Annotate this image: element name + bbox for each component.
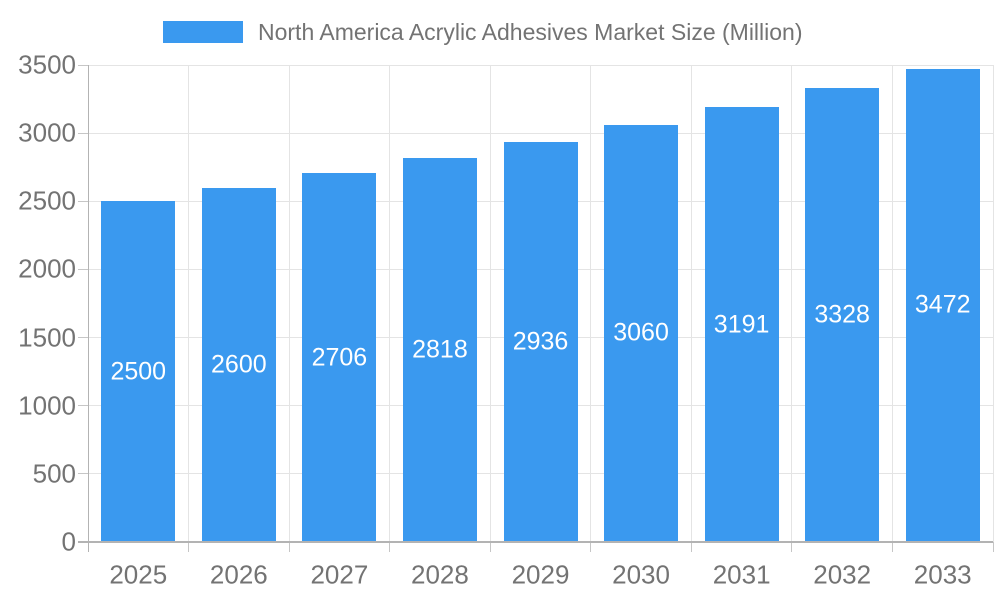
y-axis-line [88,65,89,552]
h-gridline [88,132,993,134]
y-axis-tick [78,200,88,202]
v-gridline [791,65,793,542]
v-gridline [188,65,190,542]
y-axis-tick-label: 500 [32,458,76,489]
x-axis-tick [188,542,190,552]
x-axis-tick-label: 2027 [310,559,369,590]
x-axis-tick [891,542,893,552]
v-gridline [992,65,994,542]
x-axis-line [78,541,993,543]
v-gridline [891,65,893,542]
y-axis-tick [78,405,88,407]
x-axis-tick [389,542,391,552]
x-axis-tick [489,542,491,552]
bar[interactable] [402,157,477,542]
x-axis-tick [992,542,994,552]
bar-value-label: 2600 [211,350,267,379]
y-axis-tick [78,473,88,475]
y-axis-tick-label: 3000 [18,117,76,148]
y-axis-tick [78,132,88,134]
x-axis-tick-label: 2028 [411,559,469,590]
bar-value-label: 3191 [713,310,770,339]
y-axis-tick [78,64,88,66]
legend[interactable]: North America Acrylic Adhesives Market S… [163,18,803,45]
x-axis-tick [288,542,290,552]
bar-value-label: 2706 [311,343,368,372]
bar-value-label: 3060 [613,318,669,347]
y-axis-tick-label: 3500 [18,49,76,80]
v-gridline [590,65,592,542]
v-gridline [690,65,692,542]
v-gridline [288,65,290,542]
x-axis-tick-label: 2033 [913,559,972,590]
bar[interactable] [201,187,276,542]
x-axis-tick-label: 2026 [209,559,268,590]
x-axis-tick [690,542,692,552]
y-axis-tick-label: 0 [61,526,76,557]
y-axis-tick-label: 2500 [18,185,76,216]
y-axis-tick [78,268,88,270]
h-gridline [88,64,993,66]
bar[interactable] [805,88,880,542]
y-axis-tick-label: 1500 [18,322,76,353]
bar[interactable] [302,173,377,542]
bar-value-label: 2500 [110,357,167,386]
bar[interactable] [503,141,578,542]
x-axis-tick-label: 2032 [813,559,872,590]
x-axis-tick-label: 2029 [511,559,570,590]
x-axis-tick-label: 2025 [109,559,168,590]
bar-value-label: 2936 [512,327,569,356]
bar-value-label: 3472 [914,290,971,319]
bar-value-label: 2818 [412,335,468,364]
bar-value-label: 3328 [814,300,870,329]
bar[interactable] [704,107,779,542]
bar[interactable] [101,201,176,542]
y-axis-tick [78,337,88,339]
y-axis-tick-label: 2000 [18,253,76,284]
v-gridline [389,65,391,542]
legend-swatch-icon [163,21,243,43]
legend-label: North America Acrylic Adhesives Market S… [258,18,803,45]
x-axis-tick [791,542,793,552]
bar[interactable] [905,68,980,542]
bar[interactable] [604,124,679,542]
v-gridline [489,65,491,542]
x-axis-tick-label: 2031 [712,559,771,590]
x-axis-tick [590,542,592,552]
y-axis-tick-label: 1000 [18,390,76,421]
x-axis-tick-label: 2030 [612,559,670,590]
